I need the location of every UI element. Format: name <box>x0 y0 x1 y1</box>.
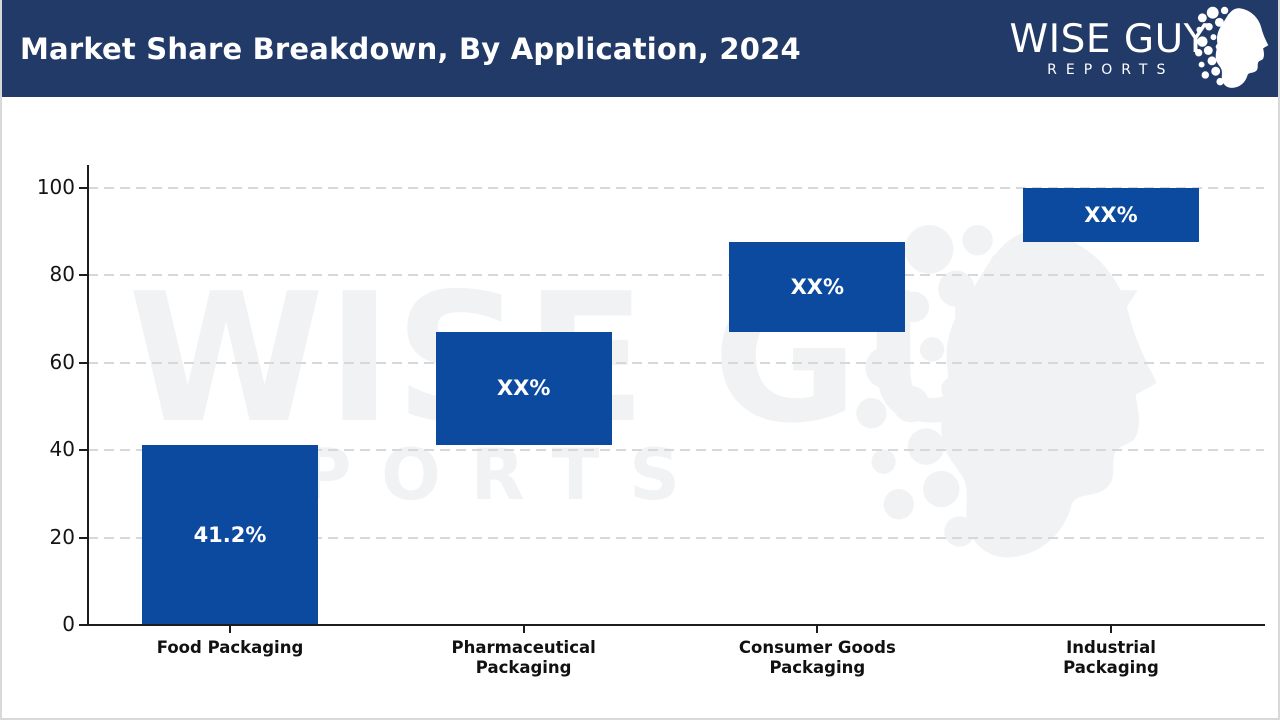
x-axis-tick <box>522 626 525 633</box>
y-tick-label: 0 <box>62 612 75 636</box>
y-axis-tick <box>79 274 87 276</box>
y-axis-line <box>87 164 89 626</box>
y-tick-label: 20 <box>49 524 75 549</box>
x-category-label: Pharmaceutical Packaging <box>414 638 634 678</box>
x-category-label-line: Pharmaceutical <box>451 638 596 657</box>
logo-subtext: REPORTS <box>1047 61 1175 78</box>
bar-segment-4: XX% <box>1023 187 1199 242</box>
bar-value-label: XX% <box>1084 202 1138 227</box>
x-category-label: Industrial Packaging <box>1001 638 1221 678</box>
brand-logo: WISE GUY REPORTS <box>1010 4 1272 94</box>
x-category-label-line: Food Packaging <box>156 638 304 657</box>
gridline-20 <box>88 536 1264 539</box>
x-category-label-line: Packaging <box>1063 658 1159 677</box>
y-axis-tick <box>79 186 87 189</box>
bar-segment-3: XX% <box>729 241 906 332</box>
bar-value-label: XX% <box>790 274 845 299</box>
y-tick-label: 40 <box>49 437 75 461</box>
gridline-100 <box>88 186 1264 189</box>
x-category-label-line: Packaging <box>475 658 572 677</box>
x-category-label: Consumer Goods Packaging <box>707 638 927 678</box>
x-axis-tick <box>816 626 819 633</box>
logo-text: WISE GUY REPORTS <box>1009 17 1208 78</box>
watermark-subtext: PORTS <box>300 434 710 516</box>
y-axis-tick <box>79 449 87 451</box>
y-tick-label: 80 <box>49 262 75 286</box>
page-title: Market Share Breakdown, By Application, … <box>20 31 801 66</box>
bar-segment-1: 41.2% <box>142 444 318 625</box>
x-category-label-line: Packaging <box>769 658 866 677</box>
bar-value-label: 41.2% <box>193 522 267 547</box>
bar-segment-2: XX% <box>435 331 612 445</box>
y-axis-tick <box>79 361 87 364</box>
gridline-60 <box>88 361 1264 364</box>
gridline-40 <box>88 449 1264 451</box>
x-axis-line <box>87 624 1265 626</box>
y-axis-tick <box>79 536 87 539</box>
header-bar: Market Share Breakdown, By Application, … <box>0 0 1280 97</box>
y-axis-tick <box>79 624 87 626</box>
y-tick-label: 100 <box>36 174 75 199</box>
x-category-label-line: Consumer Goods <box>738 638 896 657</box>
bar-value-label: XX% <box>496 376 551 401</box>
x-axis-tick <box>229 626 231 633</box>
x-category-label: Food Packaging <box>120 638 340 658</box>
gridline-80 <box>88 274 1264 276</box>
x-axis-tick <box>1110 626 1112 633</box>
y-tick-label: 60 <box>49 349 75 374</box>
logo-wordmark: WISE GUY <box>1009 17 1208 63</box>
x-category-label-line: Industrial <box>1066 638 1156 657</box>
